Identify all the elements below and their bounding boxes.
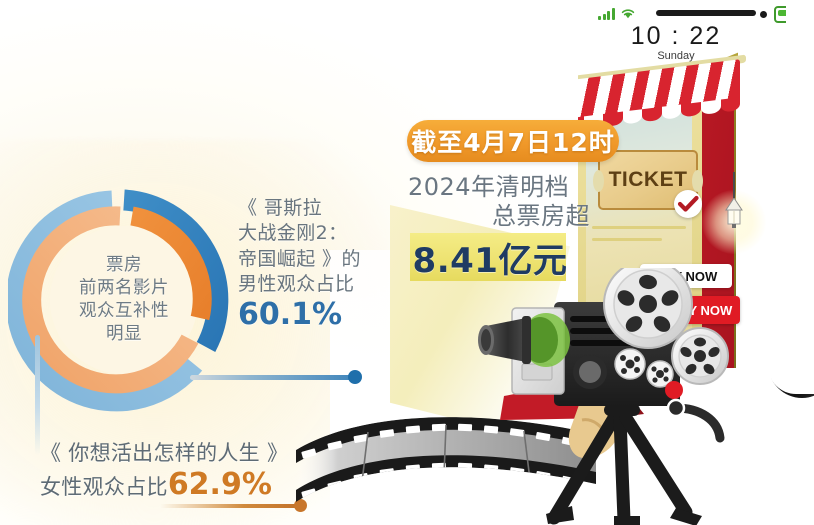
first-film-line-4: 男性观众占比 [238,273,355,296]
phone-clock: 10 : 22 [630,22,722,50]
date-banner: 截至4月7日12时 [407,120,619,162]
front-camera-dot [760,11,767,18]
box-office-line-1: 2024年清明档 [408,173,570,201]
projector-right-reel [671,327,729,385]
projector-lens-barrel [486,318,526,362]
vertical-connector-line [35,335,40,455]
donut-chart-svg [8,189,229,412]
signal-bars-icon [598,8,615,20]
wifi-icon [621,9,635,19]
date-banner-text: 截至4月7日12时 [411,128,615,157]
donut-center-line-1: 票房 [106,254,142,275]
first-film-line-1: 《 哥斯拉 [238,197,323,219]
orange-connector-dot [294,499,307,512]
projector-face-reels [614,348,674,388]
first-film-percent: 60.1% [238,296,343,332]
orange-connector-line [160,504,300,508]
booth-divider-1 [592,226,686,229]
movie-projector-graphic [478,268,729,525]
ticket-label: TICKET [608,168,688,191]
ticket-graphic: TICKET [593,150,703,210]
checkmark-badge [674,190,702,218]
lantern-rod [733,172,735,198]
donut-inner-ring [22,206,212,394]
ticket-notch-left [593,170,604,192]
donut-outer-ring [8,189,229,412]
donut-center-line-2: 前两名影片 [79,277,169,298]
battery-icon [774,6,786,23]
projector-tripod [547,404,693,525]
film-strip-graphic [296,417,596,502]
donut-center-line-3: 观众互补性 [79,301,169,321]
second-film-line: 女性观众占比62.9% [40,466,330,503]
notch-speaker [656,10,756,16]
projector-top-reel [603,268,693,349]
booth-divider-2 [592,238,662,241]
lantern-icon [725,197,743,228]
check-icon [677,195,699,212]
first-film-line-3: 帝国崛起 》的 [238,247,361,270]
blue-connector-dot [348,370,362,384]
box-office-line-2: 总票房超 [492,202,590,231]
donut-center-disc [50,226,198,374]
box-office-amount: 8.41亿元 [412,240,568,281]
second-film-title: 《 你想活出怎样的人生 》 [40,441,289,465]
donut-center-label: 票房 前两名影片 观众互补性 明显 [49,254,199,346]
box-office-highlight-band [410,233,566,281]
phone-weekday: Sunday [657,50,695,62]
projector-handle [666,398,727,445]
donut-center-line-4: 明显 [106,324,142,345]
blue-connector-line [190,375,358,380]
donut-chart: 票房 前两名影片 观众互补性 明显 [8,184,240,416]
second-film-label: 女性观众占比 [40,475,168,500]
first-film-stat: 《 哥斯拉 大战金刚2： 帝国崛起 》的 男性观众占比 60.1% [238,196,414,331]
first-film-line-2: 大战金刚2： [238,222,348,245]
second-film-stat: 《 你想活出怎样的人生 》 女性观众占比62.9% [40,440,330,503]
second-film-percent: 62.9% [167,467,272,503]
projector-record-button [665,381,683,399]
ticket-notch-right [692,170,703,192]
box-office-caption: 2024年清明档 总票房超 [408,173,590,232]
